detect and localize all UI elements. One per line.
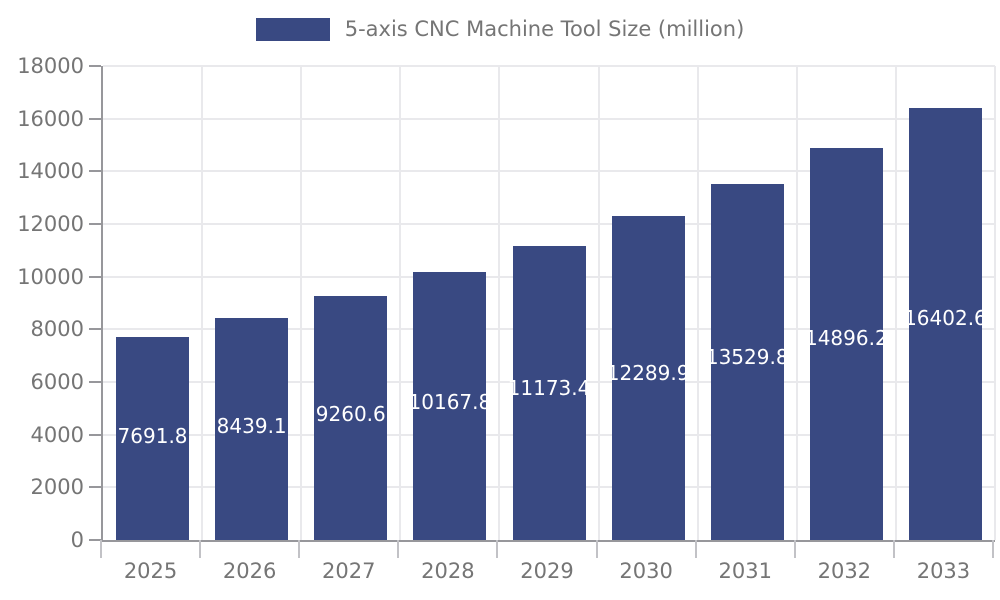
y-axis-tick-mark xyxy=(89,223,101,225)
x-axis-tick-mark xyxy=(199,540,202,558)
x-axis-tick-label: 2028 xyxy=(421,559,475,583)
x-axis-tick-mark xyxy=(892,540,895,558)
y-axis-tick-mark xyxy=(89,486,101,489)
gridline-vertical xyxy=(498,66,501,540)
plot-area: 7691.8 8439.1 9260.6 10167.8 11173.4 12289.9 1… xyxy=(101,65,996,542)
gridline-vertical xyxy=(300,66,303,540)
y-axis-tick-label: 0 xyxy=(70,528,84,552)
y-axis-tick-label: 8000 xyxy=(30,317,84,342)
y-axis-tick-mark xyxy=(89,275,101,278)
x-axis-tick-label: 2026 xyxy=(222,559,277,583)
bar[interactable] xyxy=(809,147,883,540)
y-axis-tick-mark xyxy=(89,381,101,383)
bar[interactable] xyxy=(413,272,487,540)
y-axis-tick-mark xyxy=(89,328,101,331)
gridline-vertical xyxy=(894,66,897,540)
x-axis-tick-label: 2027 xyxy=(322,559,376,583)
y-axis-tick-label: 10000 xyxy=(17,264,84,289)
bar[interactable] xyxy=(314,296,388,540)
gridline-horizontal xyxy=(103,117,995,120)
gridline-vertical xyxy=(201,66,204,540)
bar[interactable] xyxy=(908,108,982,540)
y-axis-tick-label: 12000 xyxy=(17,212,84,236)
bar[interactable] xyxy=(512,245,586,540)
gridline-horizontal xyxy=(103,223,995,225)
y-axis-tick-label: 18000 xyxy=(17,54,84,78)
x-axis-tick-label: 2025 xyxy=(123,559,178,583)
y-axis-tick-mark xyxy=(89,170,101,173)
bar[interactable] xyxy=(710,183,784,540)
y-axis-tick-label: 6000 xyxy=(30,370,84,394)
x-axis-tick-label: 2030 xyxy=(619,559,673,583)
bar[interactable] xyxy=(215,317,289,540)
y-axis-tick-label: 16000 xyxy=(17,106,84,131)
x-axis-tick-mark xyxy=(298,540,301,558)
y-axis-tick-mark xyxy=(89,539,101,541)
gridline-horizontal xyxy=(103,65,995,67)
y-axis-tick-label: 2000 xyxy=(30,475,84,500)
x-axis-tick-mark xyxy=(397,540,400,558)
gridline-vertical xyxy=(795,66,798,540)
y-axis-tick-mark xyxy=(89,117,101,120)
y-axis-tick-mark xyxy=(89,65,101,67)
gridline-vertical xyxy=(994,66,996,540)
bar[interactable] xyxy=(116,337,190,540)
x-axis-tick-label: 2033 xyxy=(916,559,971,583)
x-axis-tick-mark xyxy=(694,540,697,558)
legend-label: 5-axis CNC Machine Tool Size (million) xyxy=(344,17,745,41)
y-axis-tick-label: 4000 xyxy=(30,422,84,447)
bar[interactable] xyxy=(611,216,685,540)
x-axis-tick-label: 2031 xyxy=(718,559,772,583)
x-axis-tick-mark xyxy=(793,540,796,558)
x-axis-tick-label: 2029 xyxy=(520,559,574,583)
x-axis-tick-mark xyxy=(595,540,598,558)
gridline-vertical xyxy=(597,66,600,540)
gridline-vertical xyxy=(399,66,402,540)
x-axis-tick-label: 2032 xyxy=(817,559,872,583)
x-axis-tick-mark xyxy=(496,540,499,558)
y-axis-tick-label: 14000 xyxy=(17,159,84,184)
x-axis-tick-mark xyxy=(992,540,994,558)
y-axis-tick-mark xyxy=(89,433,101,436)
gridline-horizontal xyxy=(103,170,995,173)
gridline-vertical xyxy=(696,66,699,540)
x-axis-tick-mark xyxy=(100,540,102,558)
legend[interactable]: 5-axis CNC Machine Tool Size (million) xyxy=(0,17,1000,41)
legend-color-swatch-icon xyxy=(255,17,330,41)
